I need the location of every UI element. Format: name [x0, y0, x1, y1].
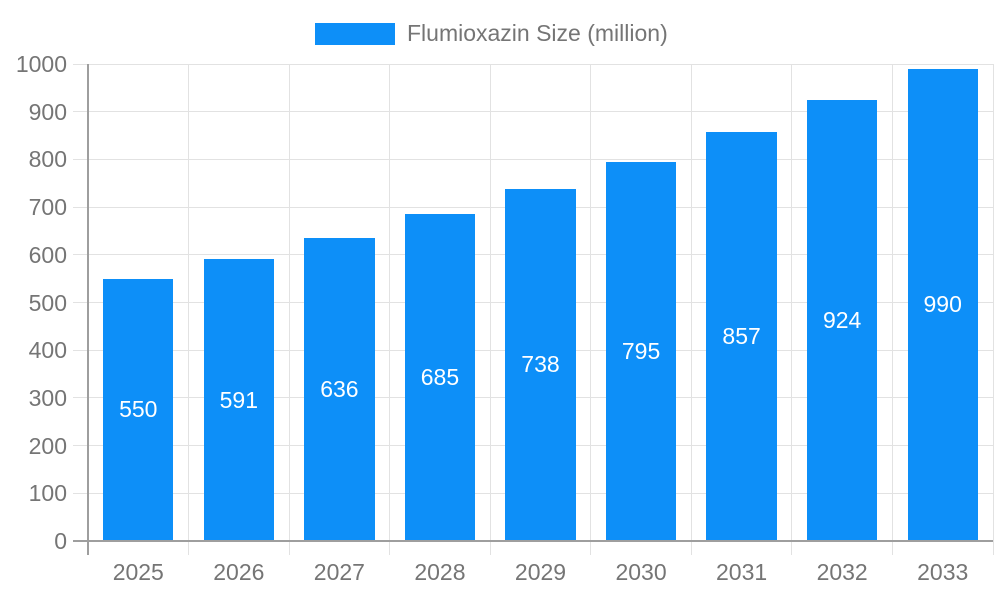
y-gridline [73, 111, 993, 113]
x-axis-tick-label: 2026 [213, 559, 265, 585]
y-axis-tick-label: 0 [54, 528, 67, 554]
bar[interactable] [103, 278, 174, 541]
x-axis-tick-label: 2027 [313, 559, 365, 585]
y-axis-tick-label: 400 [28, 337, 67, 364]
bar[interactable] [404, 214, 476, 541]
x-gridline [891, 64, 893, 555]
y-axis-tick-label: 700 [28, 194, 67, 221]
x-axis-tick-label: 2032 [816, 559, 868, 585]
y-axis-tick-label: 500 [28, 289, 67, 316]
legend[interactable]: Flumioxazin Size (million) [315, 20, 668, 47]
bar[interactable] [907, 68, 978, 541]
x-gridline [791, 64, 793, 555]
x-gridline [992, 64, 994, 555]
bar[interactable] [203, 259, 274, 541]
bar[interactable] [605, 161, 677, 541]
x-axis-tick-label: 2028 [414, 559, 466, 585]
y-axis-tick-label: 800 [28, 146, 67, 173]
x-axis-tick-label: 2031 [716, 559, 768, 585]
bar[interactable] [304, 237, 375, 541]
y-axis-tick-label: 600 [28, 241, 67, 268]
x-gridline [389, 64, 391, 555]
x-axis-tick-label: 2030 [615, 559, 667, 585]
bar[interactable] [806, 100, 878, 541]
x-gridline [590, 64, 592, 555]
y-axis-line [87, 64, 89, 555]
legend-label: Flumioxazin Size (million) [407, 20, 668, 46]
bar[interactable] [706, 132, 777, 541]
x-gridline [288, 64, 290, 555]
y-axis-tick-label: 100 [28, 480, 67, 507]
x-axis-tick-label: 2033 [917, 559, 969, 585]
y-gridline [73, 158, 993, 160]
y-axis-tick-label: 900 [28, 98, 67, 125]
y-axis-tick-label: 200 [28, 432, 67, 459]
y-axis-tick-label: 300 [28, 384, 67, 411]
x-axis-line [73, 540, 993, 542]
y-gridline [73, 63, 993, 65]
x-gridline [489, 64, 491, 555]
x-axis-tick-label: 2029 [514, 559, 567, 585]
bar[interactable] [505, 188, 576, 541]
x-axis-tick-label: 2025 [112, 559, 164, 585]
x-gridline [188, 64, 190, 555]
x-gridline [690, 64, 692, 555]
legend-swatch-icon [315, 22, 395, 45]
y-axis-tick-label: 1000 [15, 51, 67, 77]
